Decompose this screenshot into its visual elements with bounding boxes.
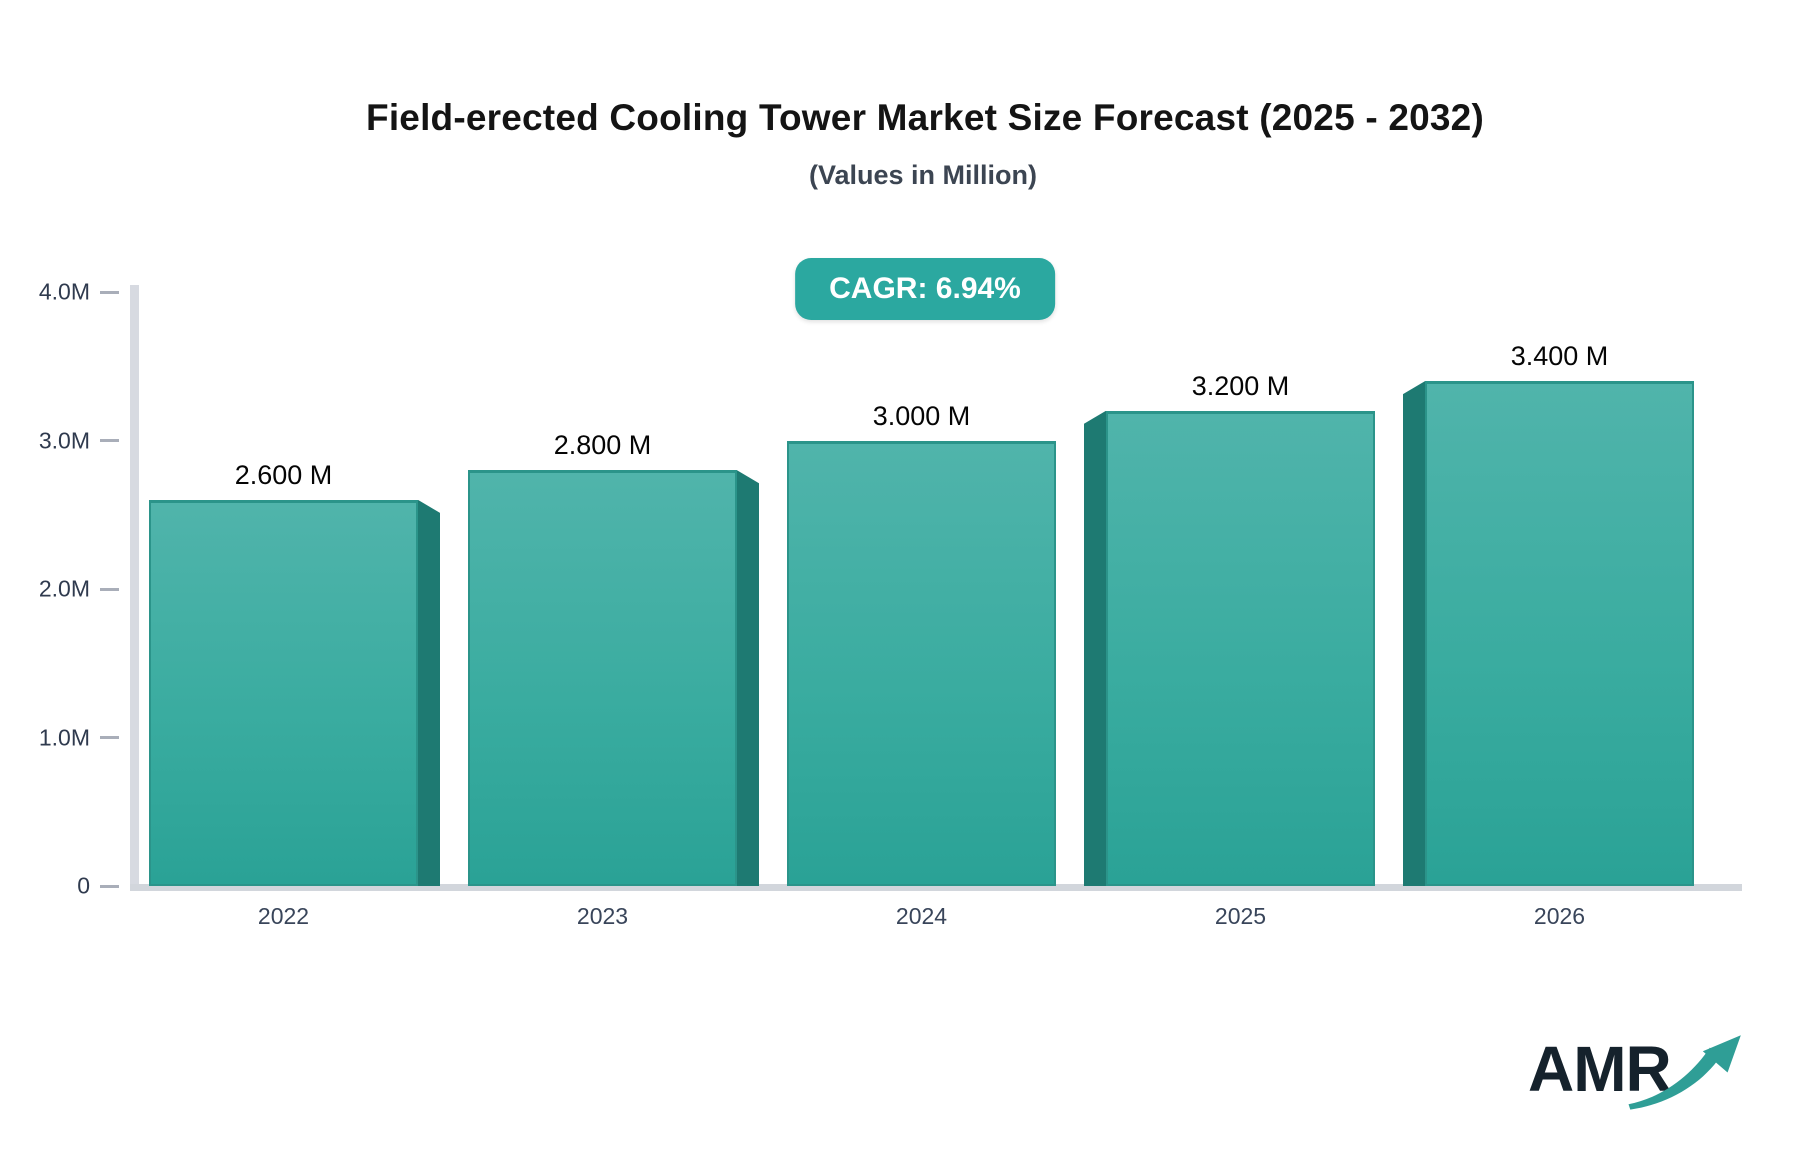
brand-logo-text: AMR xyxy=(1528,1033,1672,1105)
x-axis-label: 2022 xyxy=(257,903,310,929)
bar-2022 xyxy=(149,499,418,886)
bar-2026 xyxy=(1425,381,1694,886)
bar-side-face xyxy=(1084,410,1106,886)
bar-value-label: 2.600 M xyxy=(234,459,333,490)
growth-arrow-icon xyxy=(1628,1035,1741,1110)
y-tick-label: 2.0M xyxy=(38,575,90,602)
bar-value-label: 3.200 M xyxy=(1191,370,1290,401)
y-tick-mark xyxy=(100,439,119,442)
y-tick-label: 4.0M xyxy=(38,278,90,305)
y-tick-label: 0 xyxy=(77,872,90,899)
y-tick-mark xyxy=(100,736,119,739)
bar-side-face xyxy=(737,470,759,886)
bar-2025 xyxy=(1106,410,1375,886)
bar-value-label: 2.800 M xyxy=(553,430,652,461)
bar-value-label: 3.000 M xyxy=(872,400,971,431)
x-axis-label: 2025 xyxy=(1214,903,1267,929)
x-axis-baseline xyxy=(130,884,1742,891)
y-tick-mark xyxy=(100,290,119,294)
y-tick-mark xyxy=(100,587,119,591)
bar-side-face xyxy=(418,499,440,886)
y-tick-mark xyxy=(100,884,119,888)
x-axis-label: 2026 xyxy=(1533,903,1586,929)
bar-value-label: 3.400 M xyxy=(1510,341,1609,372)
x-axis-label: 2023 xyxy=(576,903,629,929)
cagr-badge: CAGR: 6.94% xyxy=(795,258,1055,320)
brand-logo: AMR xyxy=(1528,1030,1758,1110)
y-tick-label: 3.0M xyxy=(38,427,90,453)
chart-subtitle: (Values in Million) xyxy=(808,160,1038,190)
y-tick-label: 1.0M xyxy=(38,724,90,750)
chart-title: Field-erected Cooling Tower Market Size … xyxy=(366,97,1484,138)
x-axis-label: 2024 xyxy=(895,903,948,929)
bar-2024 xyxy=(787,440,1056,886)
bar-2023 xyxy=(468,470,737,886)
bar-side-face xyxy=(1403,381,1425,886)
y-axis-line xyxy=(130,285,139,890)
